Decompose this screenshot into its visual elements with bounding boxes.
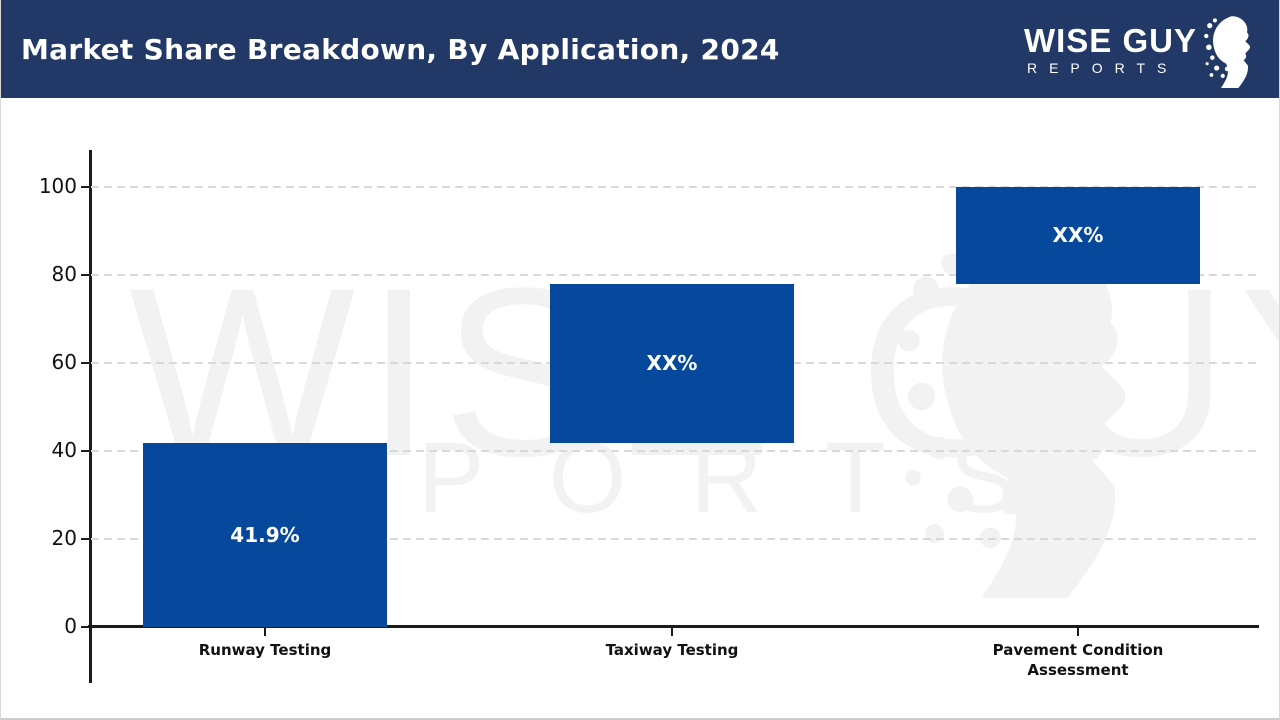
- x-tick: [264, 628, 266, 636]
- gridline: [91, 538, 1259, 540]
- y-tick: [81, 186, 89, 188]
- x-axis-spine: [88, 625, 1259, 628]
- wiseguy-logo: WISE GUY REPORTS: [1024, 10, 1279, 88]
- y-tick: [81, 450, 89, 452]
- gridline: [91, 274, 1259, 276]
- bar: XX%: [956, 187, 1200, 284]
- bar-value-label: XX%: [1052, 223, 1104, 248]
- gridline: [91, 450, 1259, 452]
- y-tick: [81, 538, 89, 540]
- logo-wordmark-block: WISE GUY REPORTS: [1024, 24, 1197, 75]
- bar-value-label: XX%: [646, 351, 698, 376]
- y-tick: [81, 362, 89, 364]
- bar: XX%: [550, 283, 794, 443]
- x-tick: [1077, 628, 1079, 636]
- wiseguy-face-icon: [1204, 16, 1251, 88]
- y-tick: [81, 626, 89, 628]
- x-tick: [671, 628, 673, 636]
- chart-plot: 0 20 40 60 80 100 41.9% Runway Testing XX% Taxiwa…: [1, 98, 1279, 718]
- y-tick-label: 0: [64, 614, 77, 638]
- y-tick-label: 40: [51, 438, 77, 462]
- page-title: Market Share Breakdown, By Application, …: [21, 32, 780, 66]
- y-tick-label: 80: [51, 262, 77, 286]
- header: Market Share Breakdown, By Application, …: [1, 0, 1279, 98]
- y-tick: [81, 274, 89, 276]
- y-tick-label: 60: [51, 350, 77, 374]
- bar-value-label: 41.9%: [230, 522, 300, 547]
- y-axis-spine: [89, 150, 92, 683]
- x-category-label: Pavement Condition Assessment: [992, 641, 1164, 680]
- logo-reports-label: REPORTS: [1026, 59, 1179, 76]
- x-category-label: Runway Testing: [198, 641, 332, 659]
- y-tick-label: 20: [51, 526, 77, 550]
- x-category-label: Taxiway Testing: [605, 641, 739, 659]
- y-tick-label: 100: [38, 174, 77, 198]
- bar: 41.9%: [143, 442, 387, 627]
- logo-wordmark: WISE GUY: [1023, 21, 1197, 59]
- gridline: [91, 186, 1259, 188]
